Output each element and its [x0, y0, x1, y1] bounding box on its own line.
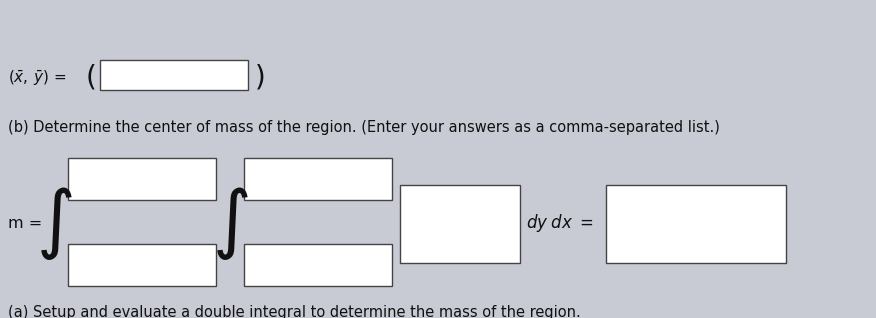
Text: $\int$: $\int$ [212, 184, 248, 261]
Text: (: ( [86, 64, 96, 92]
Bar [68, 244, 216, 286]
Text: $dy\;dx\;=$: $dy\;dx\;=$ [526, 212, 593, 234]
Bar [100, 60, 248, 90]
Text: m =: m = [8, 216, 42, 231]
Bar [68, 158, 216, 200]
Bar [400, 185, 520, 263]
Text: $(\bar{x},\,\bar{y})$ =: $(\bar{x},\,\bar{y})$ = [8, 68, 67, 87]
Text: $\int$: $\int$ [36, 184, 73, 261]
Bar [244, 244, 392, 286]
Bar [606, 185, 786, 263]
Text: (a) Setup and evaluate a double integral to determine the mass of the region.: (a) Setup and evaluate a double integral… [8, 305, 581, 318]
Text: ): ) [255, 64, 265, 92]
Bar [244, 158, 392, 200]
Text: (b) Determine the center of mass of the region. (Enter your answers as a comma-s: (b) Determine the center of mass of the … [8, 120, 720, 135]
